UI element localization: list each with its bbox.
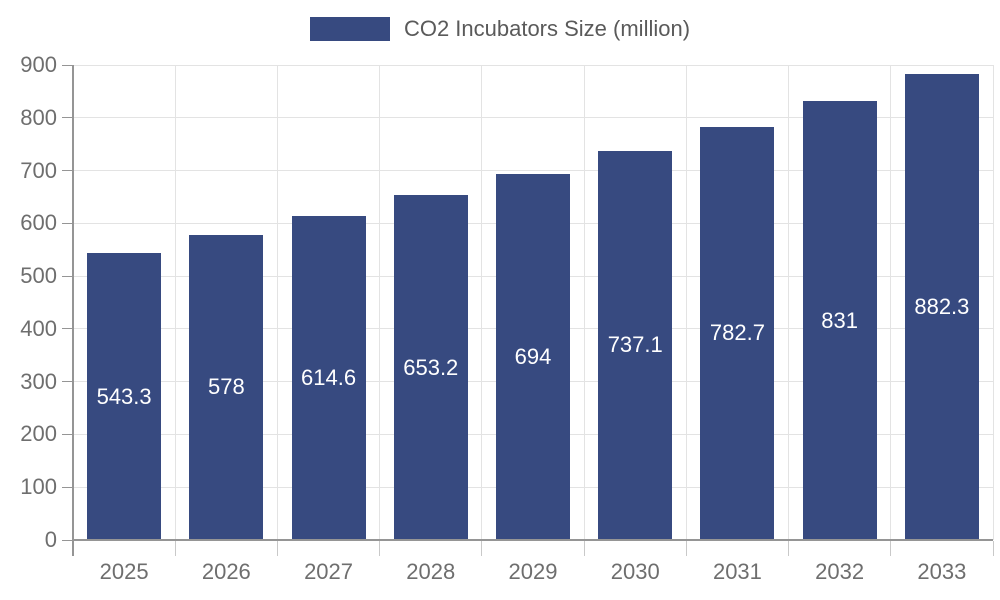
x-axis-tick-label: 2028	[406, 559, 456, 584]
x-tick	[174, 541, 176, 556]
x-tick	[788, 541, 790, 556]
y-tick	[62, 64, 72, 66]
bar-2026	[189, 234, 264, 540]
x-tick	[583, 541, 585, 556]
bar-value-label: 578	[207, 374, 245, 400]
x-axis-tick-label: 2029	[508, 559, 558, 584]
x-tick	[992, 541, 994, 556]
legend-swatch	[309, 17, 390, 41]
y-axis-tick-label: 200	[20, 421, 57, 447]
y-axis-tick-label: 300	[20, 368, 57, 394]
x-tick	[890, 541, 892, 556]
x-tick	[685, 541, 687, 556]
bar-2025	[87, 253, 162, 540]
gridline-vertical	[379, 65, 381, 540]
bar-value-label: 653.2	[403, 354, 459, 380]
x-axis-tick-label: 2025	[99, 559, 149, 584]
gridline-vertical	[174, 65, 176, 540]
legend-label: CO2 Incubators Size (million)	[403, 16, 691, 41]
gridline-horizontal	[73, 64, 993, 66]
bar-2028	[393, 195, 468, 540]
y-tick	[62, 222, 72, 224]
bar-2030	[598, 150, 673, 540]
y-axis-tick-label: 800	[20, 104, 57, 130]
bar-2032	[802, 101, 877, 540]
y-axis-tick-label: 500	[20, 263, 57, 289]
y-tick	[62, 328, 72, 330]
gridline-vertical	[276, 65, 278, 540]
bar-value-label: 614.6	[301, 364, 357, 390]
y-axis-line	[72, 65, 74, 556]
gridline-horizontal	[73, 117, 993, 119]
gridline-vertical	[992, 65, 994, 540]
y-axis-tick-label: 900	[20, 52, 57, 77]
y-tick	[62, 275, 72, 277]
y-tick	[62, 117, 72, 119]
y-axis-tick-label: 400	[20, 315, 57, 341]
x-axis-tick-label: 2026	[201, 559, 251, 584]
x-axis-line	[73, 539, 993, 541]
y-axis-tick-label: 0	[44, 527, 57, 552]
x-axis-tick-label: 2032	[815, 559, 865, 584]
plot-area: 543.3 578 614.6 653.2 694 737.1 782.7 831 882.3	[73, 64, 994, 540]
y-tick	[62, 381, 72, 383]
bar-value-label: 782.7	[709, 320, 765, 346]
x-axis-tick-label: 2030	[610, 559, 660, 584]
x-axis-tick-label: 2027	[304, 559, 354, 584]
bar-value-label: 543.3	[96, 383, 152, 409]
gridline-horizontal	[73, 170, 993, 172]
bar-2031	[700, 126, 775, 540]
bar-2029	[496, 173, 570, 540]
gridline-vertical	[788, 65, 790, 540]
bar-value-label: 831	[821, 307, 859, 333]
bar-2033	[904, 74, 979, 540]
bar-2027	[291, 215, 366, 540]
x-axis-tick-label: 2033	[917, 559, 967, 584]
legend[interactable]: CO2 Incubators Size (million)	[0, 16, 1000, 42]
gridline-vertical	[583, 65, 585, 540]
gridline-vertical	[890, 65, 892, 540]
y-tick	[62, 539, 72, 541]
x-tick	[481, 541, 483, 556]
bar-value-label: 694	[514, 343, 552, 369]
x-tick	[379, 541, 381, 556]
gridline-vertical	[685, 65, 687, 540]
gridline-vertical	[481, 65, 483, 540]
x-axis-tick-label: 2031	[712, 559, 762, 584]
y-tick	[62, 433, 72, 435]
bar-value-label: 882.3	[914, 294, 970, 320]
x-tick	[276, 541, 278, 556]
y-axis-tick-label: 100	[20, 474, 57, 500]
bar-value-label: 737.1	[607, 332, 663, 358]
y-tick	[62, 170, 72, 172]
y-tick	[62, 486, 72, 488]
y-axis-tick-label: 600	[20, 210, 57, 236]
y-axis-tick-label: 700	[20, 157, 57, 183]
